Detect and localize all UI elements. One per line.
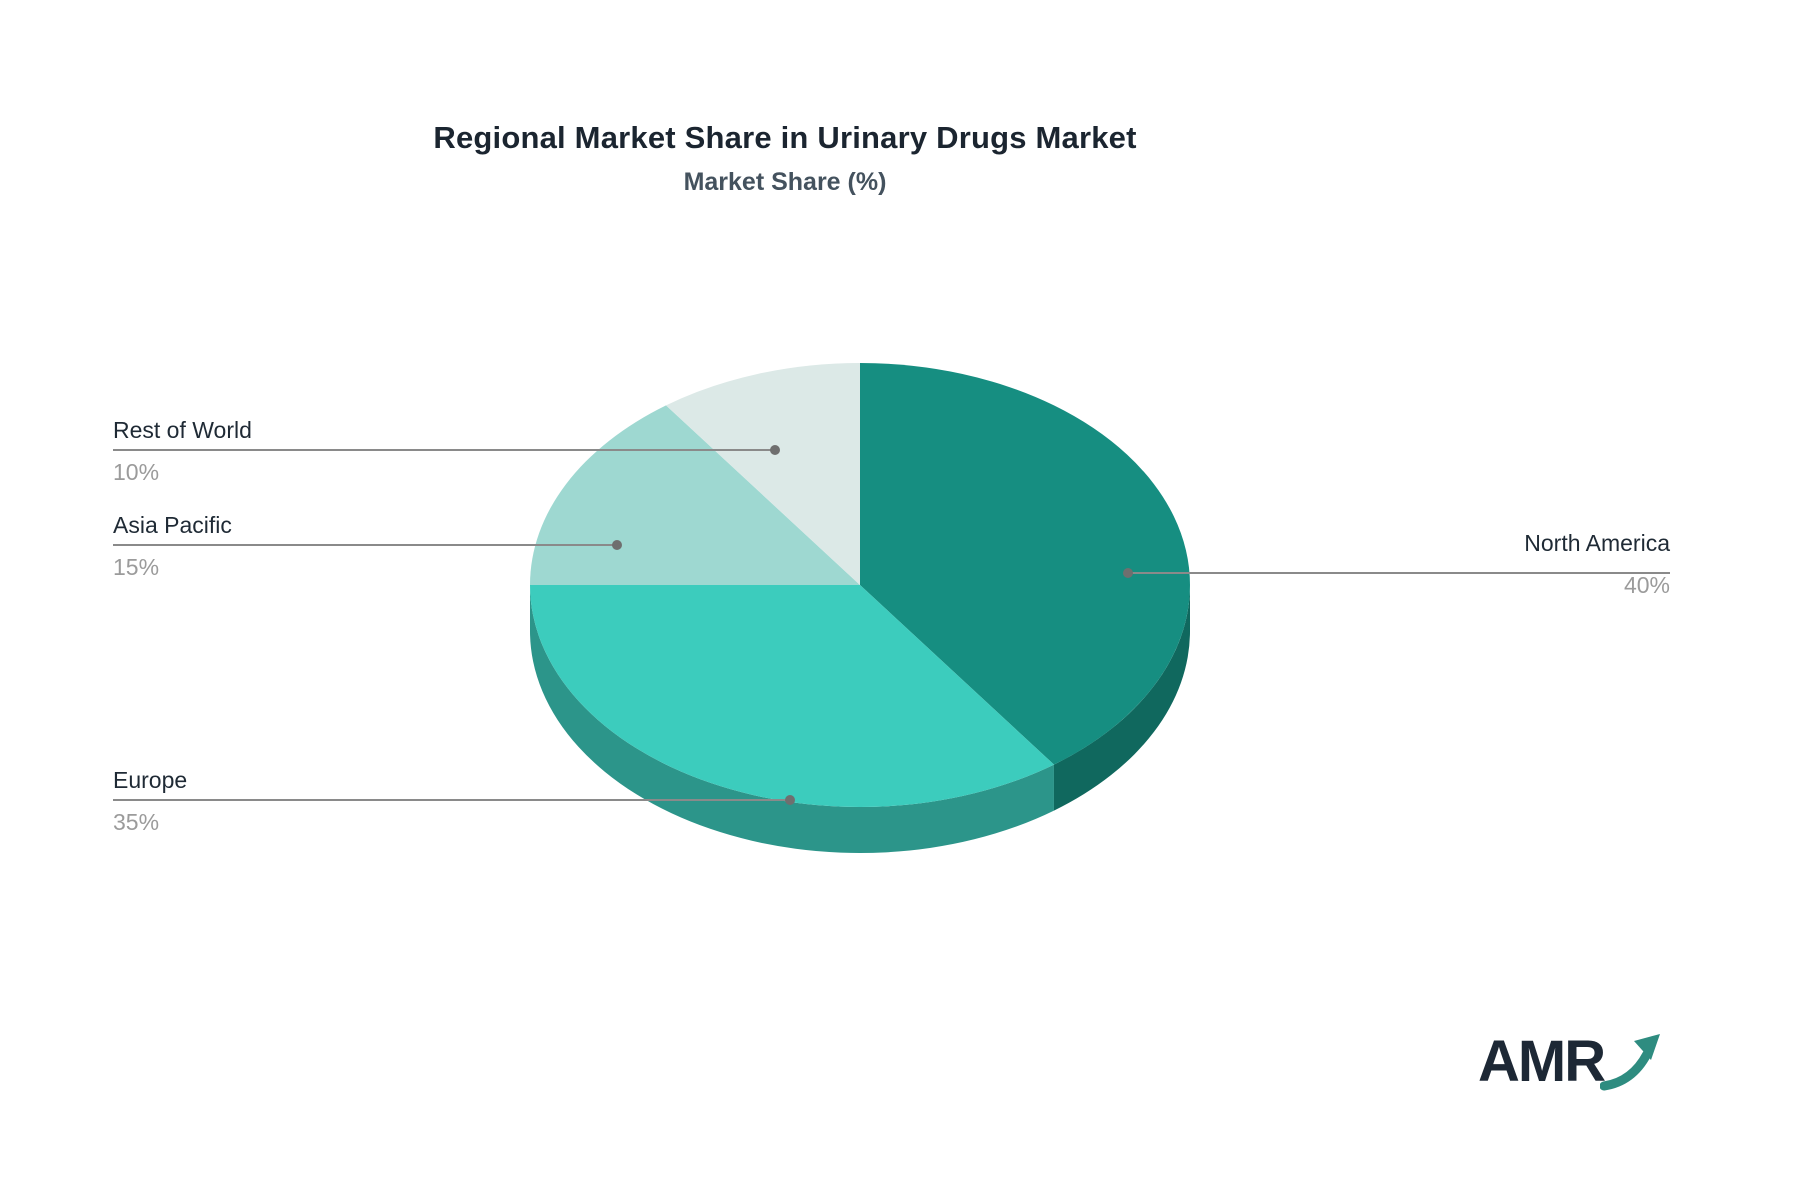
growth-arrow-icon — [1600, 1034, 1661, 1091]
callout-north-america: North America 40% — [1524, 529, 1670, 599]
chart-subtitle: Market Share (%) — [683, 168, 887, 196]
callout-europe: Europe 35% — [113, 766, 187, 836]
callout-label-rest-of-world: Rest of World — [113, 417, 252, 443]
pie-slice-side-north-america — [1053, 585, 1190, 811]
pie-slice-side-europe — [530, 585, 1054, 853]
callout-percent-north-america: 40% — [1623, 572, 1670, 598]
callout-percent-europe: 35% — [113, 809, 160, 835]
pie-slice-europe[interactable] — [530, 585, 1054, 807]
amr-logo: AMR — [1478, 1030, 1662, 1094]
amr-logo-text: AMR — [1478, 1029, 1606, 1094]
callout-rest-of-world: Rest of World 10% — [113, 416, 252, 486]
chart-title: Regional Market Share in Urinary Drugs M… — [433, 120, 1137, 155]
leader-dot-asia-pacific — [612, 540, 622, 550]
pie-slice-rest-of-world[interactable] — [666, 363, 860, 585]
pie-slice-north-america[interactable] — [860, 363, 1190, 765]
leader-dot-rest-of-world — [770, 445, 780, 455]
leader-dot-north-america — [1123, 568, 1133, 578]
callout-label-asia-pacific: Asia Pacific — [113, 512, 232, 538]
callout-percent-rest-of-world: 10% — [113, 459, 160, 485]
callout-asia-pacific: Asia Pacific 15% — [113, 511, 232, 581]
callout-label-europe: Europe — [113, 767, 188, 793]
leader-dot-europe — [785, 795, 795, 805]
callout-label-north-america: North America — [1524, 530, 1670, 556]
callout-percent-asia-pacific: 15% — [113, 554, 160, 580]
